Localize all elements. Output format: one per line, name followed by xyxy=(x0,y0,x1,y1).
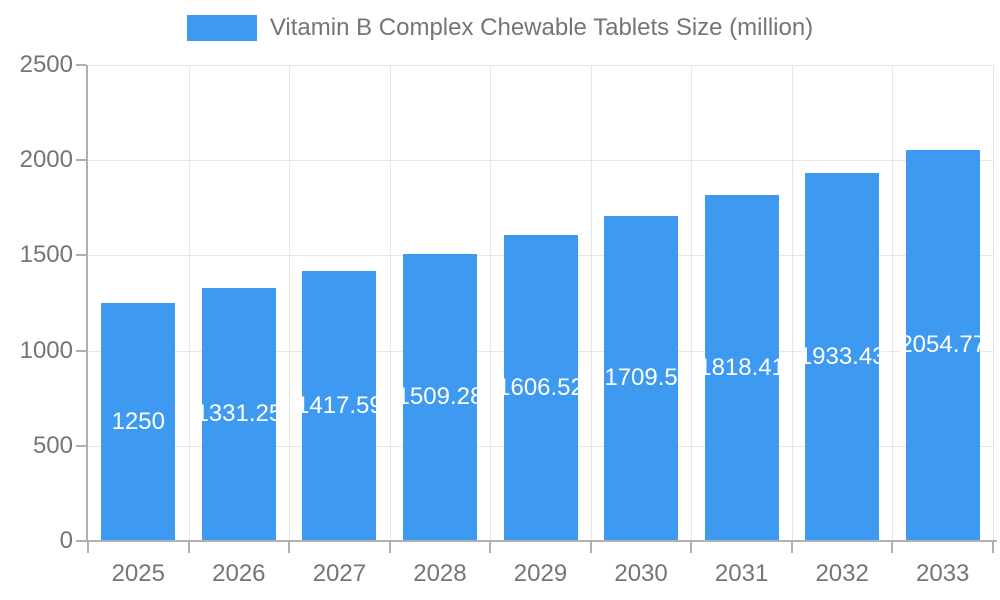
y-axis-line xyxy=(86,65,88,541)
gridline-vertical xyxy=(993,65,994,541)
bar[interactable]: 1818.41 xyxy=(698,194,785,541)
bar-value-label: 2054.77 xyxy=(899,331,987,359)
bar[interactable]: 1331.25 xyxy=(195,287,282,541)
bar[interactable]: 1606.52 xyxy=(497,235,584,541)
gridline-vertical xyxy=(490,65,491,541)
bar[interactable]: 1250 xyxy=(101,303,176,541)
y-axis-tick xyxy=(76,349,86,352)
x-axis-tick-label: 2033 xyxy=(916,560,970,587)
bar[interactable]: 2054.77 xyxy=(899,149,986,541)
gridline-horizontal xyxy=(88,65,993,66)
bar-value-label: 1509.28 xyxy=(396,383,484,411)
x-axis-tick-label: 2027 xyxy=(312,560,367,587)
bar-value-label: 1417.59 xyxy=(295,392,383,420)
x-axis-tick-label: 2026 xyxy=(212,560,266,587)
y-axis-tick-label: 2500 xyxy=(19,51,73,78)
bar-value-label: 1606.52 xyxy=(497,374,584,402)
x-axis-tick xyxy=(791,542,793,553)
x-axis-tick-label: 2030 xyxy=(614,560,668,587)
x-axis-tick-label: 2028 xyxy=(413,560,467,587)
bar[interactable]: 1709.5 xyxy=(604,215,679,541)
y-axis-tick xyxy=(76,540,86,542)
gridline-vertical xyxy=(792,65,793,541)
x-axis-tick xyxy=(288,542,290,553)
bar-value-label: 1709.5 xyxy=(604,364,678,392)
y-axis-tick-label: 1000 xyxy=(19,336,73,364)
y-axis-tick xyxy=(76,444,86,447)
x-axis-tick xyxy=(389,542,391,553)
y-axis-tick-label: 1500 xyxy=(19,241,73,269)
x-axis-tick-label: 2032 xyxy=(815,560,869,587)
y-axis-tick xyxy=(76,159,86,162)
x-axis-tick xyxy=(489,542,491,553)
gridline-horizontal xyxy=(88,160,993,162)
y-axis-tick-label: 500 xyxy=(32,431,73,459)
plot-area: 1250 1331.25 1417.59 1509.28 1606.52 1709.5 18… xyxy=(88,65,994,541)
y-axis-tick xyxy=(76,64,86,66)
x-axis-tick xyxy=(992,542,994,553)
x-axis-tick-label: 2025 xyxy=(111,560,165,587)
y-axis-tick-label: 0 xyxy=(59,527,73,554)
legend-label[interactable]: Vitamin B Complex Chewable Tablets Size … xyxy=(269,14,814,41)
legend[interactable]: Vitamin B Complex Chewable Tablets Size … xyxy=(0,14,1000,42)
bar[interactable]: 1933.43 xyxy=(799,172,886,541)
bar[interactable]: 1417.59 xyxy=(296,271,383,541)
y-axis-tick-label: 2000 xyxy=(19,146,73,174)
x-axis-tick-label: 2031 xyxy=(714,560,769,587)
x-axis-line xyxy=(86,540,997,542)
gridline-vertical xyxy=(390,65,391,541)
bar-value-label: 1331.25 xyxy=(195,400,283,428)
x-axis-tick xyxy=(188,542,190,553)
gridline-vertical xyxy=(691,65,692,541)
gridline-vertical xyxy=(189,65,190,541)
bar-value-label: 1818.41 xyxy=(698,353,785,381)
gridline-vertical xyxy=(289,65,290,541)
x-axis-tick xyxy=(690,542,692,553)
gridline-vertical xyxy=(591,65,592,541)
bar[interactable]: 1509.28 xyxy=(397,253,483,541)
x-axis-tick-label: 2029 xyxy=(513,560,568,587)
legend-swatch[interactable] xyxy=(186,15,257,41)
y-axis-tick xyxy=(76,254,86,257)
bar-value-label: 1933.43 xyxy=(798,342,886,370)
gridline-vertical xyxy=(892,65,893,541)
bar-value-label: 1250 xyxy=(111,408,165,435)
x-axis-tick xyxy=(891,542,893,553)
x-axis-tick xyxy=(590,542,592,553)
x-axis-tick xyxy=(87,542,89,553)
